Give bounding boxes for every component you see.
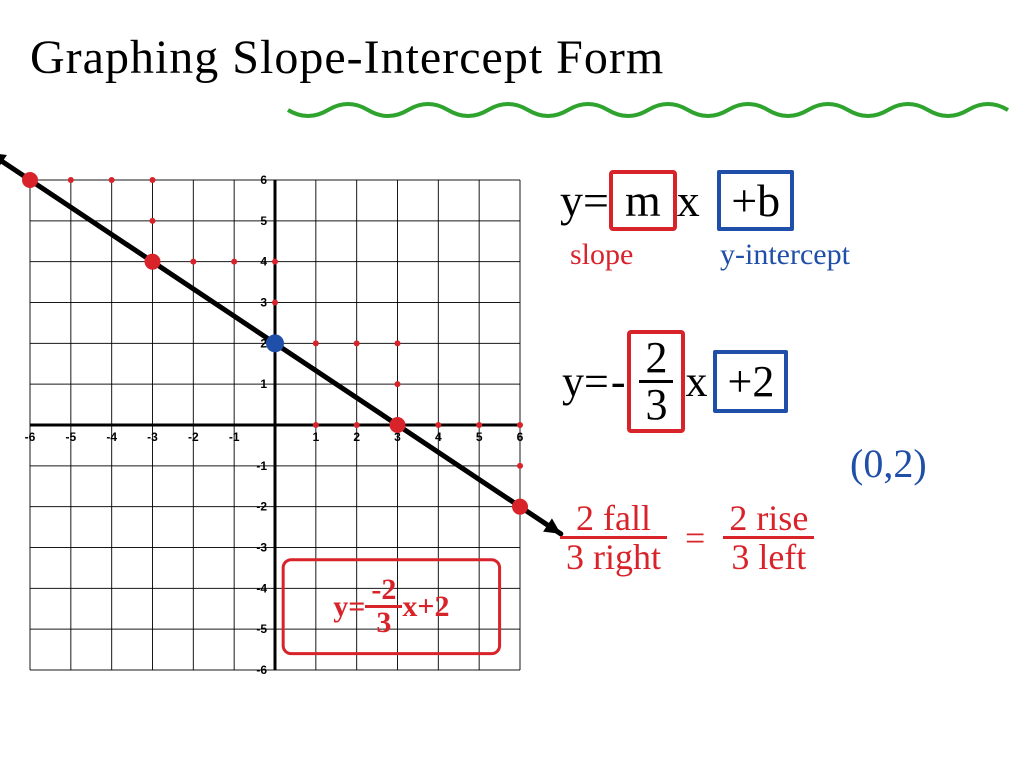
svg-text:-2: -2 <box>188 430 199 444</box>
svg-text:5: 5 <box>476 430 483 444</box>
spec-b: 2 <box>752 357 774 406</box>
intercept-value-box: +2 <box>713 350 788 413</box>
formula-general: y=mx +b <box>560 170 794 231</box>
spec-neg: - <box>611 356 626 407</box>
svg-text:2: 2 <box>353 430 360 444</box>
slope-label: slope <box>570 238 633 272</box>
slope-eq-sign: = <box>685 517 705 559</box>
graph-equation-box: y=-23x+2 <box>293 566 489 648</box>
slope-verbal: 2 fall 3 right = 2 rise 3 left <box>560 500 814 575</box>
spec-num: 2 <box>639 336 673 383</box>
y-intercept-label: y-intercept <box>720 238 850 272</box>
slope-var-box: m <box>609 170 677 231</box>
svg-text:4: 4 <box>435 430 442 444</box>
formula-specific: y= - 23 x +2 <box>562 330 788 433</box>
svg-text:-6: -6 <box>25 430 36 444</box>
slope-value-box: 23 <box>627 330 685 433</box>
svg-text:-5: -5 <box>65 430 76 444</box>
slope-left-frac: 2 fall 3 right <box>560 500 667 575</box>
eq-den: 3 <box>365 608 402 638</box>
spec-plus: + <box>727 357 752 406</box>
formula-x: x <box>677 175 700 226</box>
svg-text:-3: -3 <box>147 430 158 444</box>
svg-text:-1: -1 <box>256 459 267 473</box>
intercept-var-box: +b <box>717 170 794 231</box>
svg-text:-6: -6 <box>256 663 267 677</box>
svg-text:1: 1 <box>260 377 267 391</box>
svg-text:-4: -4 <box>106 430 117 444</box>
eq-y: y= <box>333 590 365 624</box>
left-den: 3 right <box>560 539 667 575</box>
left-num: 2 fall <box>560 500 667 539</box>
whiteboard: Graphing Slope-Intercept Form -6-5-4-3-2… <box>0 0 1024 768</box>
eq-suffix: x+2 <box>402 590 449 624</box>
intercept-coordinate: (0,2) <box>850 440 927 487</box>
svg-text:5: 5 <box>260 214 267 228</box>
slope-right-frac: 2 rise 3 left <box>723 500 814 575</box>
svg-text:1: 1 <box>312 430 319 444</box>
svg-text:-4: -4 <box>256 581 267 595</box>
svg-text:6: 6 <box>517 430 524 444</box>
coordinate-graph: -6-5-4-3-2-1123456-6-5-4-3-2-1123456 <box>0 0 1024 768</box>
svg-text:3: 3 <box>260 296 267 310</box>
formula-y-eq: y= <box>560 175 609 226</box>
spec-den: 3 <box>639 383 673 427</box>
svg-text:-1: -1 <box>229 430 240 444</box>
spec-x: x <box>685 356 707 407</box>
svg-text:6: 6 <box>260 173 267 187</box>
eq-num: -2 <box>365 575 402 608</box>
spec-y-eq: y= <box>562 356 609 407</box>
svg-text:4: 4 <box>260 255 267 269</box>
svg-text:-2: -2 <box>256 500 267 514</box>
right-den: 3 left <box>723 539 814 575</box>
svg-text:-5: -5 <box>256 622 267 636</box>
svg-text:-3: -3 <box>256 541 267 555</box>
right-num: 2 rise <box>723 500 814 539</box>
